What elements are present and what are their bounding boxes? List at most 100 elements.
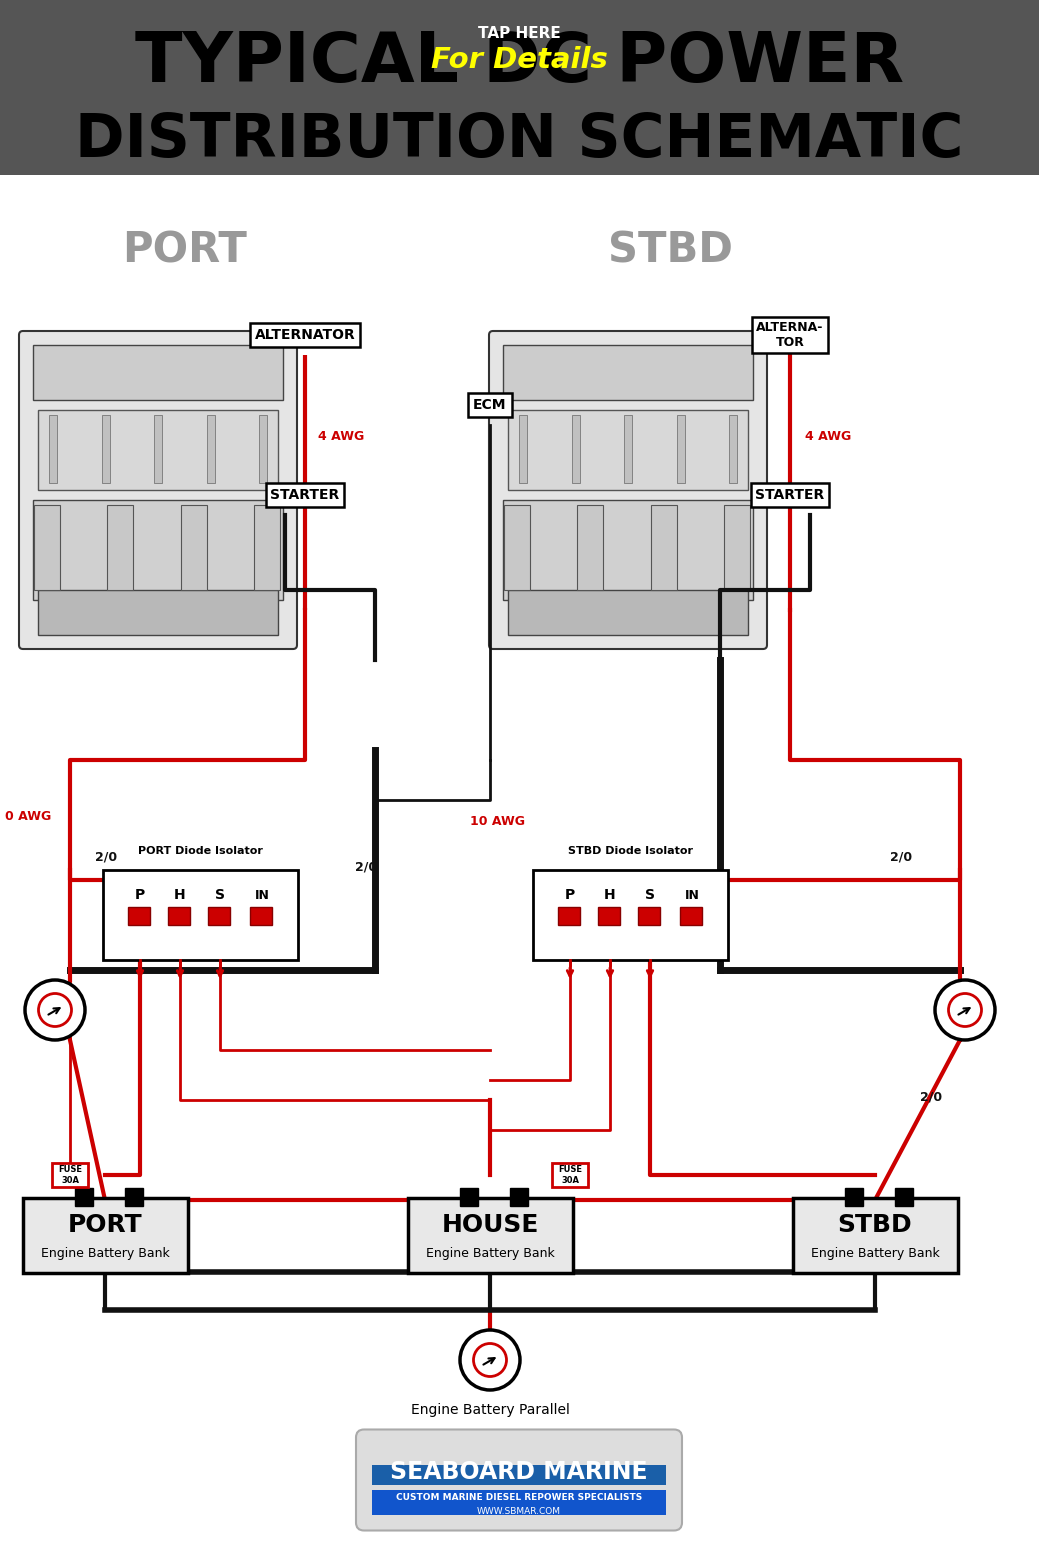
Bar — [38, 410, 278, 491]
Bar — [181, 505, 207, 590]
Text: For Details: For Details — [431, 47, 608, 73]
Text: STARTER: STARTER — [270, 488, 340, 502]
Text: 4 AWG: 4 AWG — [318, 430, 365, 442]
Text: Engine Battery Bank: Engine Battery Bank — [426, 1246, 555, 1259]
Bar — [107, 505, 133, 590]
Text: 10 AWG: 10 AWG — [470, 815, 525, 827]
FancyBboxPatch shape — [356, 1430, 682, 1530]
Bar — [49, 414, 57, 483]
Text: STBD: STBD — [837, 1214, 912, 1237]
Bar — [125, 1187, 143, 1206]
Text: IN: IN — [255, 888, 269, 902]
Text: TYPICAL DC POWER: TYPICAL DC POWER — [135, 28, 904, 95]
Circle shape — [935, 980, 995, 1041]
Text: Engine Battery Bank: Engine Battery Bank — [810, 1246, 939, 1259]
Bar — [571, 414, 580, 483]
Text: HOUSE: HOUSE — [442, 1214, 538, 1237]
Bar — [508, 590, 748, 636]
Bar — [372, 1489, 666, 1514]
Bar — [38, 590, 278, 636]
Text: 2/0: 2/0 — [920, 1091, 942, 1103]
Bar — [154, 414, 162, 483]
Text: 2/0: 2/0 — [355, 860, 377, 872]
Bar — [793, 1198, 958, 1273]
Bar — [624, 414, 632, 483]
Bar — [724, 505, 750, 590]
Text: Engine Battery Bank: Engine Battery Bank — [41, 1246, 169, 1259]
Text: STBD Diode Isolator: STBD Diode Isolator — [567, 846, 693, 855]
Bar — [23, 1198, 187, 1273]
Text: TAP HERE: TAP HERE — [478, 25, 561, 41]
Bar — [503, 344, 753, 400]
Text: FUSE
30A: FUSE 30A — [558, 1165, 582, 1184]
Bar — [33, 344, 283, 400]
Text: CUSTOM MARINE DIESEL REPOWER SPECIALISTS: CUSTOM MARINE DIESEL REPOWER SPECIALISTS — [396, 1494, 642, 1502]
Bar — [0, 0, 1039, 174]
FancyBboxPatch shape — [489, 330, 767, 650]
Text: ALTERNA-
TOR: ALTERNA- TOR — [756, 321, 824, 349]
Text: STBD: STBD — [608, 229, 732, 271]
Text: PORT: PORT — [123, 229, 247, 271]
Bar — [520, 414, 527, 483]
Bar — [102, 414, 109, 483]
Text: S: S — [645, 888, 655, 902]
Bar — [128, 907, 150, 925]
Text: S: S — [215, 888, 225, 902]
Bar — [552, 1162, 588, 1187]
Text: PORT Diode Isolator: PORT Diode Isolator — [137, 846, 263, 855]
Bar — [508, 410, 748, 491]
Text: 0 AWG: 0 AWG — [5, 810, 51, 823]
Bar — [845, 1187, 863, 1206]
Bar — [34, 505, 60, 590]
Text: ALTERNATOR: ALTERNATOR — [255, 329, 355, 343]
Bar — [598, 907, 620, 925]
Bar — [510, 1187, 528, 1206]
Bar — [208, 907, 230, 925]
Bar — [33, 500, 283, 600]
Bar — [504, 505, 530, 590]
Text: FUSE
30A: FUSE 30A — [58, 1165, 82, 1184]
Text: WWW.SBMAR.COM: WWW.SBMAR.COM — [477, 1508, 561, 1516]
Bar — [680, 907, 702, 925]
Bar — [650, 505, 676, 590]
Text: 2/0: 2/0 — [95, 851, 117, 863]
Bar — [638, 907, 660, 925]
Text: SEABOARD MARINE: SEABOARD MARINE — [391, 1460, 647, 1485]
Text: P: P — [135, 888, 145, 902]
Text: ECM: ECM — [473, 397, 507, 411]
Text: H: H — [175, 888, 186, 902]
Circle shape — [38, 994, 72, 1027]
Bar — [254, 505, 279, 590]
Bar — [503, 500, 753, 600]
Bar — [103, 869, 297, 960]
Bar — [250, 907, 272, 925]
Text: PORT: PORT — [68, 1214, 142, 1237]
Bar — [207, 414, 214, 483]
Circle shape — [474, 1343, 506, 1377]
Text: P: P — [565, 888, 576, 902]
Bar — [676, 414, 685, 483]
FancyBboxPatch shape — [19, 330, 297, 650]
Bar — [52, 1162, 88, 1187]
Circle shape — [25, 980, 85, 1041]
Bar — [259, 414, 267, 483]
Bar — [729, 414, 737, 483]
Bar — [533, 869, 727, 960]
Text: Engine Battery Parallel: Engine Battery Parallel — [410, 1404, 569, 1416]
Text: STARTER: STARTER — [755, 488, 825, 502]
Bar — [578, 505, 604, 590]
Bar — [75, 1187, 94, 1206]
Text: 4 AWG: 4 AWG — [805, 430, 851, 442]
Bar — [407, 1198, 572, 1273]
Circle shape — [949, 994, 982, 1027]
Bar — [895, 1187, 913, 1206]
Bar — [558, 907, 580, 925]
Text: IN: IN — [685, 888, 699, 902]
Bar — [372, 1465, 666, 1485]
Text: H: H — [605, 888, 616, 902]
Circle shape — [460, 1331, 520, 1390]
Bar — [460, 1187, 478, 1206]
Text: 2/0: 2/0 — [890, 851, 912, 863]
Bar — [168, 907, 190, 925]
Text: DISTRIBUTION SCHEMATIC: DISTRIBUTION SCHEMATIC — [75, 111, 964, 170]
